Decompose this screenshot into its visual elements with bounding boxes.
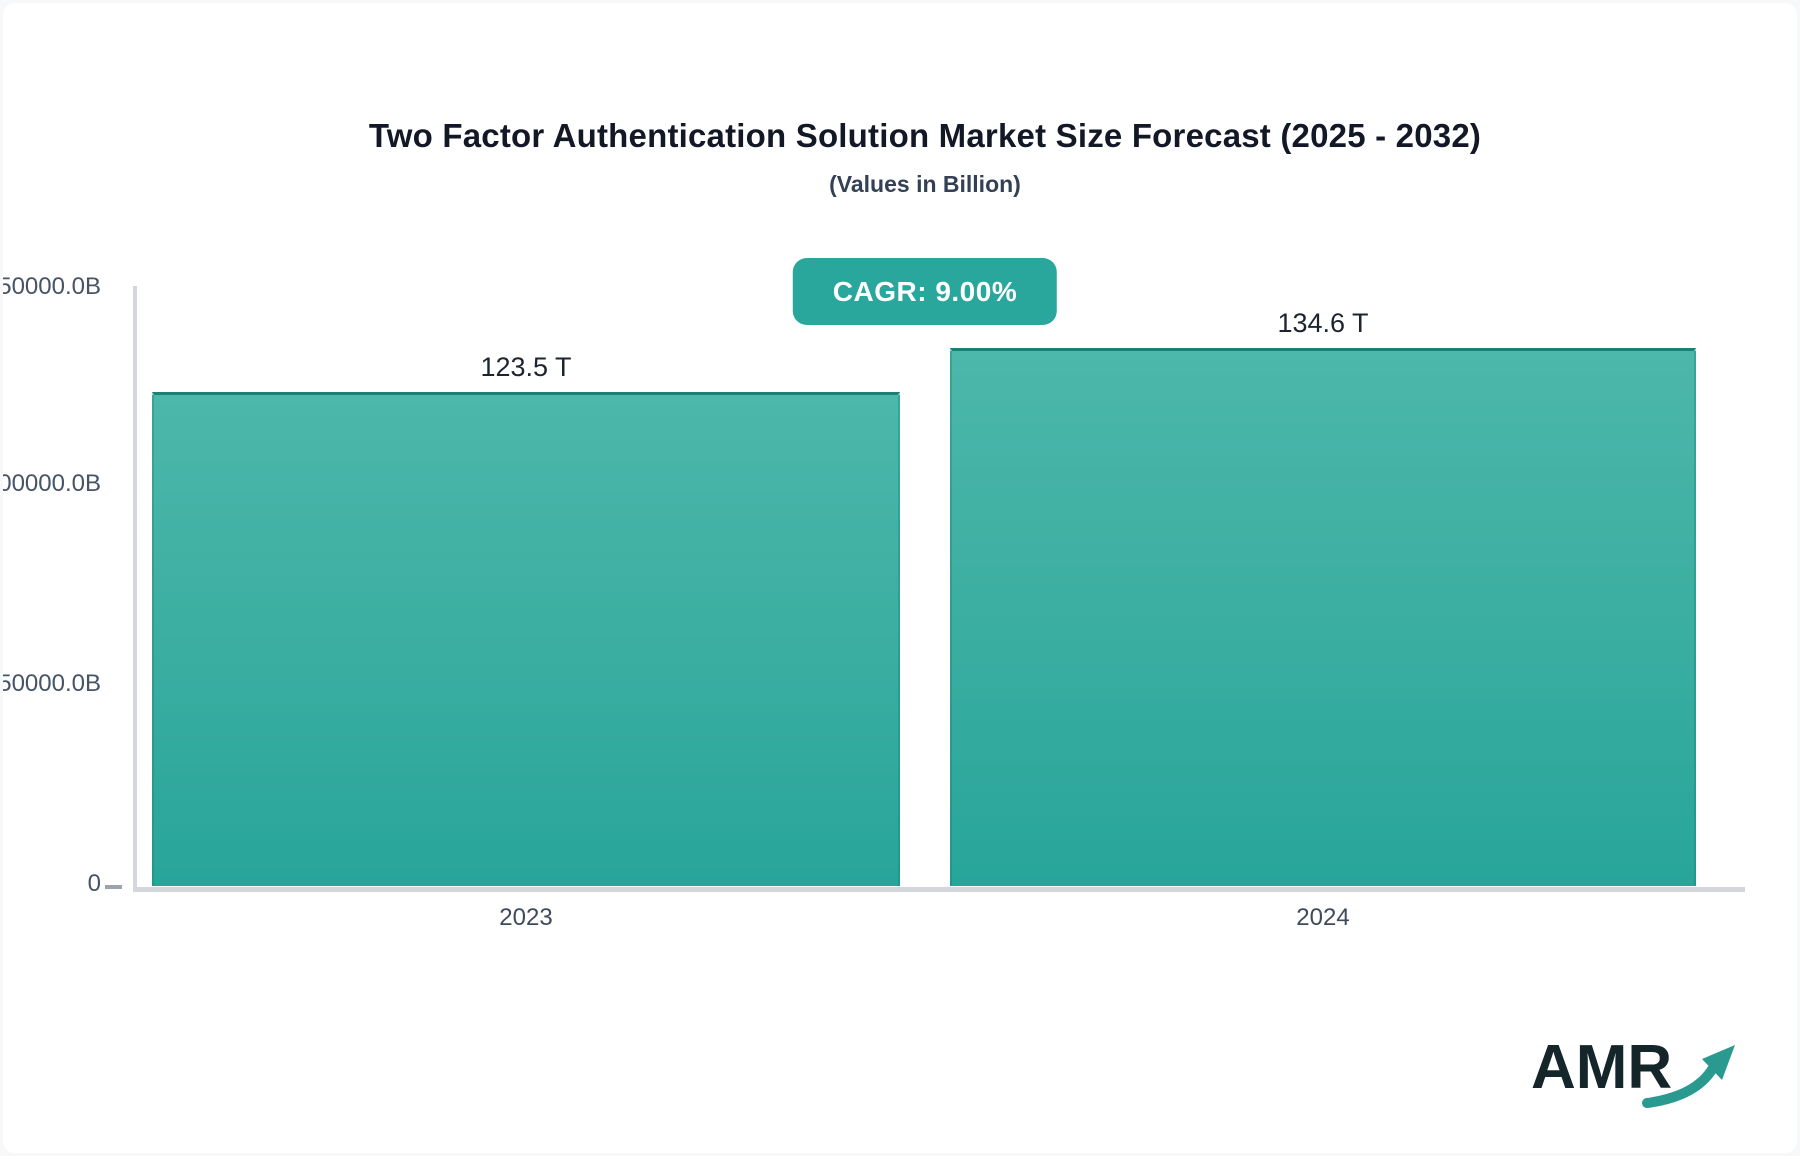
- bar-2023: [152, 392, 900, 886]
- y-axis-zero-tick: [105, 885, 122, 889]
- bar-value-label: 123.5 T: [480, 352, 572, 382]
- x-tick-label-2024: 2024: [1296, 904, 1350, 931]
- y-axis-line: [133, 286, 137, 891]
- amr-logo: AMR: [1531, 1031, 1751, 1115]
- cagr-badge: CAGR: 9.00%: [792, 258, 1058, 325]
- amr-logo-arrow-icon: [1642, 1045, 1735, 1108]
- bar-group-2023: 123.5 T: [152, 352, 900, 886]
- x-tick-label-2023: 2023: [499, 904, 553, 931]
- bar-2024: [950, 348, 1696, 886]
- chart-title: Two Factor Authentication Solution Marke…: [368, 117, 1482, 154]
- amr-logo-text: AMR: [1531, 1033, 1673, 1102]
- bar-group-2024: 134.6 T: [950, 308, 1696, 886]
- chart-subtitle: (Values in Billion): [829, 171, 1021, 197]
- y-tick-label: 50000.0B: [3, 670, 101, 697]
- chart-card: Two Factor Authentication Solution Marke…: [3, 3, 1797, 1153]
- y-tick-label: 0: [87, 870, 101, 897]
- x-axis-line: [133, 887, 1745, 892]
- y-tick-label: 100000.0B: [3, 470, 101, 497]
- bar-value-label: 134.6 T: [1277, 308, 1369, 338]
- y-tick-label: 150000.0B: [3, 273, 101, 300]
